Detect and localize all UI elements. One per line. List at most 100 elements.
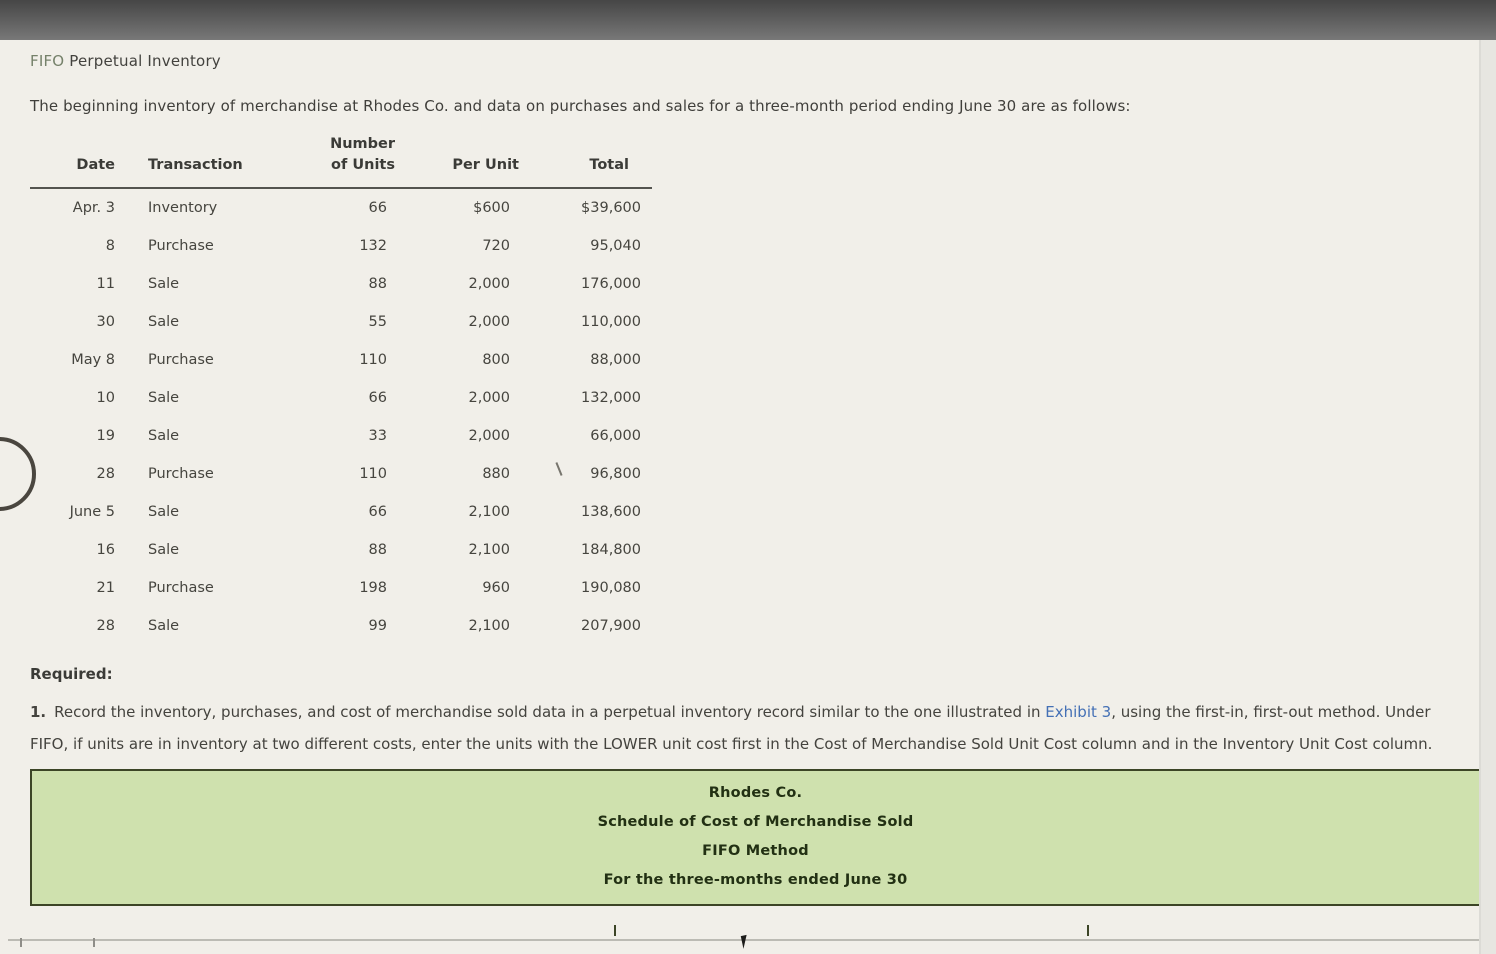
cell-units: 88 [368, 542, 387, 558]
cell-total: 176,000 [581, 276, 641, 292]
cell-per-unit: 800 [482, 352, 510, 368]
cell-transaction: Purchase [148, 580, 214, 596]
cell-transaction: Inventory [148, 200, 218, 216]
col-header-transaction: Transaction [148, 157, 243, 173]
table-row: 8 Purchase 132 720 95,040 [30, 227, 652, 265]
cell-transaction: Purchase [148, 352, 214, 368]
cell-units: 88 [368, 276, 387, 292]
cell-units: 99 [368, 618, 387, 634]
page-title-rest: Perpetual Inventory [64, 52, 221, 70]
cell-transaction: Sale [148, 276, 180, 292]
intro-text: The beginning inventory of merchandise a… [30, 97, 1131, 115]
table-row: 19 Sale 33 2,000 66,000 [30, 417, 652, 455]
table-row: Apr. 3 Inventory 66 $600 $39,600 [30, 188, 652, 227]
cell-total: 110,000 [581, 314, 641, 330]
cell-units: 33 [368, 428, 387, 444]
table-row: 28 Sale 99 2,100 207,900 [30, 607, 652, 645]
content-right-edge [1479, 40, 1481, 954]
cell-date: 19 [96, 428, 115, 444]
cell-per-unit: 2,100 [468, 618, 510, 634]
inventory-table-body: Apr. 3 Inventory 66 $600 $39,600 8 Purch… [30, 188, 652, 645]
cell-units: 66 [368, 504, 387, 520]
cell-per-unit: $600 [473, 200, 510, 216]
column-divider-tick [93, 938, 95, 947]
schedule-header-box: Rhodes Co. Schedule of Cost of Merchandi… [30, 769, 1481, 906]
cell-total: 207,900 [581, 618, 641, 634]
cell-per-unit: 2,000 [468, 428, 510, 444]
cell-date: 30 [96, 314, 115, 330]
assignment-page: FIFO Perpetual Inventory The beginning i… [0, 40, 1496, 906]
cell-date: June 5 [69, 504, 115, 520]
table-row: May 8 Purchase 110 800 88,000 [30, 341, 652, 379]
col-header-date: Date [76, 157, 115, 173]
column-divider-tick [614, 925, 616, 936]
cell-date: Apr. 3 [72, 200, 115, 216]
cell-total: 138,600 [581, 504, 641, 520]
col-header-total: Total [589, 157, 629, 173]
table-header-row: Date Transaction Number of Units Per Uni… [30, 134, 652, 188]
column-divider-tick [1087, 925, 1089, 936]
table-row: 28 Purchase 110 880 96,800 [30, 455, 652, 493]
required-text-part2: , using the first-in, first-out method. … [30, 703, 1433, 753]
cell-date: 11 [96, 276, 115, 292]
cell-per-unit: 2,000 [468, 314, 510, 330]
cell-date: May 8 [71, 352, 115, 368]
cell-per-unit: 720 [482, 238, 510, 254]
required-item-number: 1. [30, 703, 47, 721]
cell-transaction: Sale [148, 390, 180, 406]
right-gutter [1481, 40, 1496, 954]
mouse-cursor [740, 934, 754, 949]
col-header-units-line2: of Units [331, 157, 395, 173]
cell-units: 66 [368, 390, 387, 406]
column-divider-tick [20, 938, 22, 947]
required-label: Required: [30, 665, 113, 683]
cell-per-unit: 2,100 [468, 504, 510, 520]
table-row: June 5 Sale 66 2,100 138,600 [30, 493, 652, 531]
cell-transaction: Sale [148, 504, 180, 520]
cell-units: 55 [368, 314, 387, 330]
cell-units: 132 [359, 238, 387, 254]
table-row: 10 Sale 66 2,000 132,000 [30, 379, 652, 417]
cell-transaction: Purchase [148, 466, 214, 482]
cell-total: $39,600 [581, 200, 641, 216]
cell-units: 198 [359, 580, 387, 596]
cell-transaction: Purchase [148, 238, 214, 254]
cell-total: 190,080 [581, 580, 641, 596]
schedule-title: Schedule of Cost of Merchandise Sold [597, 814, 914, 830]
col-header-units: Number of Units [304, 134, 400, 188]
col-header-units-line1: Number [330, 136, 395, 152]
table-row: 16 Sale 88 2,100 184,800 [30, 531, 652, 569]
window-top-bar [0, 0, 1496, 40]
cell-per-unit: 960 [482, 580, 510, 596]
cell-units: 110 [359, 466, 387, 482]
table-row: 21 Purchase 198 960 190,080 [30, 569, 652, 607]
cell-date: 28 [96, 466, 115, 482]
cell-date: 21 [96, 580, 115, 596]
exhibit-3-link[interactable]: Exhibit 3 [1045, 703, 1112, 721]
cell-per-unit: 2,100 [468, 542, 510, 558]
cell-per-unit: 2,000 [468, 390, 510, 406]
cell-total: 96,800 [590, 466, 641, 482]
cell-per-unit: 880 [482, 466, 510, 482]
required-instruction: 1. Record the inventory, purchases, and c… [30, 696, 1472, 760]
cell-transaction: Sale [148, 314, 180, 330]
cell-date: 10 [96, 390, 115, 406]
cell-units: 110 [359, 352, 387, 368]
cell-per-unit: 2,000 [468, 276, 510, 292]
page-title-accent: FIFO [30, 52, 65, 70]
table-row: 11 Sale 88 2,000 176,000 [30, 265, 652, 303]
table-row: 30 Sale 55 2,000 110,000 [30, 303, 652, 341]
page-title: FIFO Perpetual Inventory [30, 52, 1496, 70]
cell-date: 28 [96, 618, 115, 634]
cell-total: 66,000 [590, 428, 641, 444]
cell-date: 8 [105, 238, 115, 254]
cell-total: 95,040 [590, 238, 641, 254]
required-text-part1: Record the inventory, purchases, and cos… [54, 703, 1046, 721]
inventory-data-table: Date Transaction Number of Units Per Uni… [30, 134, 652, 645]
cell-transaction: Sale [148, 542, 180, 558]
cell-transaction: Sale [148, 618, 180, 634]
schedule-period: For the three-months ended June 30 [603, 872, 908, 888]
cell-date: 16 [96, 542, 115, 558]
col-header-per-unit: Per Unit [452, 157, 519, 173]
schedule-company-name: Rhodes Co. [708, 785, 803, 801]
